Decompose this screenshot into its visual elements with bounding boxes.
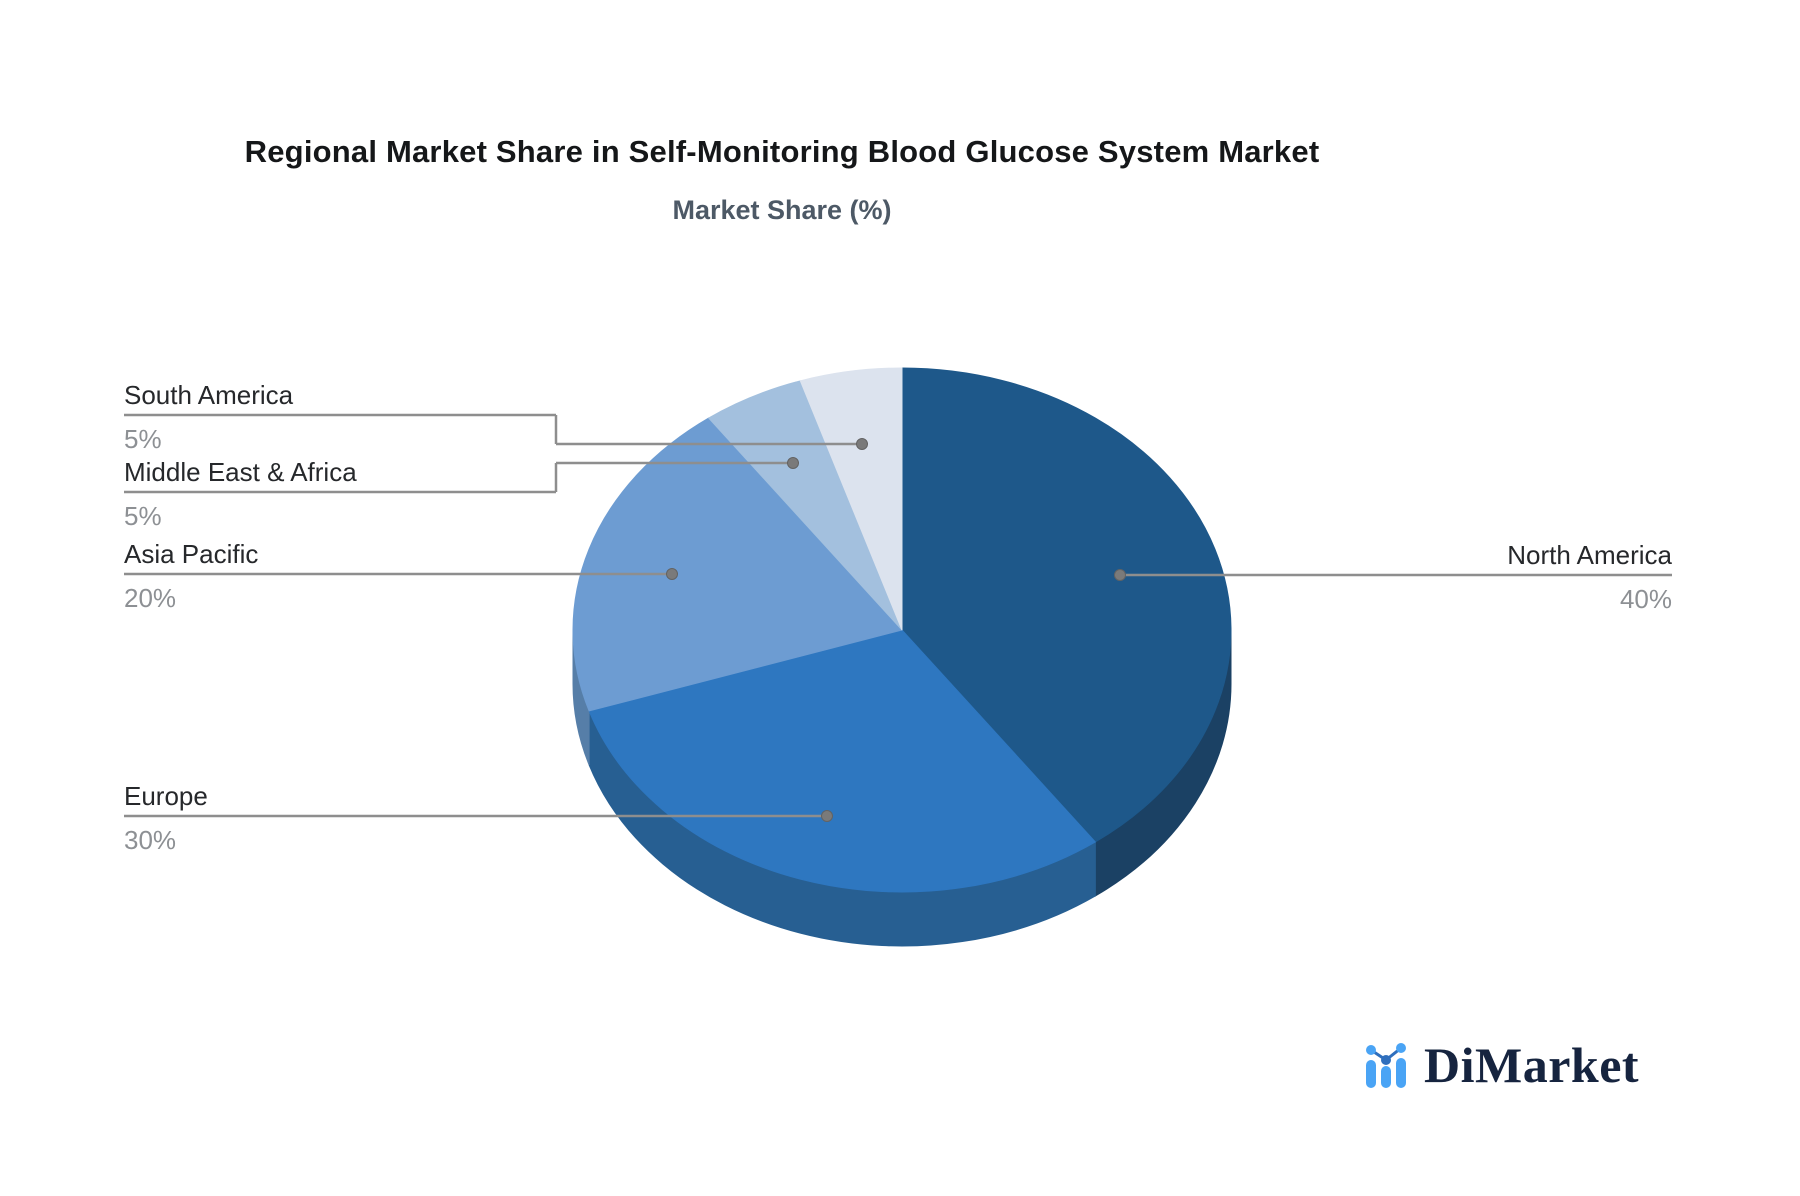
slice-value-europe: 30% [124,825,177,855]
slice-label-north-america: North America [1507,540,1672,570]
slice-label-europe: Europe [124,781,208,811]
dimarket-logo: DiMarket [1362,1038,1639,1090]
chart-subtitle: Market Share (%) [672,195,892,225]
slice-value-south-america: 5% [124,424,162,454]
dimarket-logo-text: DiMarket [1424,1037,1640,1093]
slice-value-middle-east-africa: 5% [124,501,162,531]
slice-label-asia-pacific: Asia Pacific [124,539,259,569]
dimarket-logo-icon [1366,1043,1406,1088]
slice-value-asia-pacific: 20% [124,583,177,613]
chart-title: Regional Market Share in Self-Monitoring… [244,134,1320,169]
slice-label-middle-east-africa: Middle East & Africa [124,457,357,487]
slice-value-north-america: 40% [1619,584,1672,614]
slice-label-south-america: South America [124,380,294,410]
